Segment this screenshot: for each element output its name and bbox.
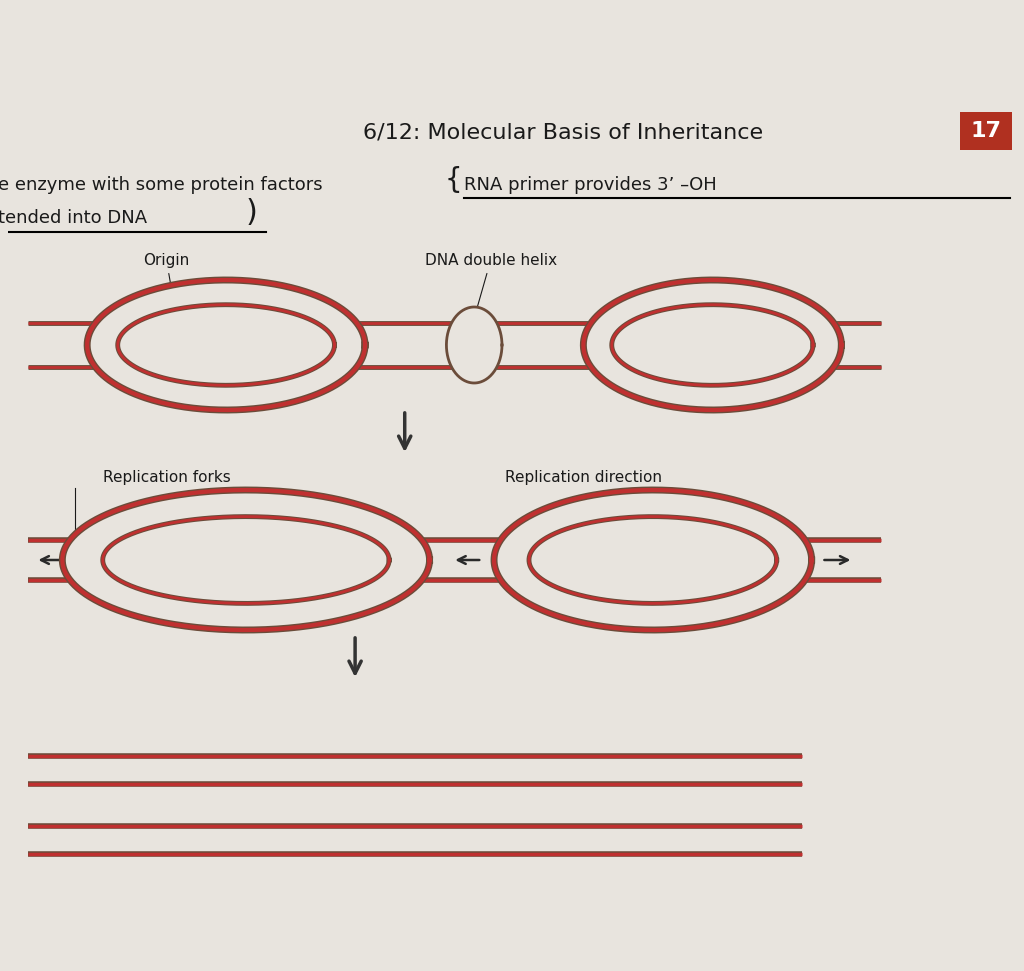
Text: DNA double helix: DNA double helix xyxy=(425,253,557,316)
Text: {: { xyxy=(444,166,462,194)
Polygon shape xyxy=(494,490,812,630)
Text: Origin: Origin xyxy=(143,253,189,316)
Text: tended into DNA: tended into DNA xyxy=(0,209,147,227)
Polygon shape xyxy=(529,517,776,603)
Text: 17: 17 xyxy=(971,121,1001,141)
FancyBboxPatch shape xyxy=(961,112,1012,150)
Polygon shape xyxy=(611,305,813,385)
Text: Replication forks: Replication forks xyxy=(102,470,230,485)
Polygon shape xyxy=(584,280,842,410)
Text: Replication direction: Replication direction xyxy=(505,470,662,485)
Polygon shape xyxy=(62,490,429,630)
Text: 6/12: Molecular Basis of Inheritance: 6/12: Molecular Basis of Inheritance xyxy=(364,122,764,142)
Text: RNA primer provides 3’ –OH: RNA primer provides 3’ –OH xyxy=(464,176,717,194)
Polygon shape xyxy=(87,280,365,410)
Polygon shape xyxy=(446,307,502,383)
Text: e enzyme with some protein factors: e enzyme with some protein factors xyxy=(0,176,323,194)
Polygon shape xyxy=(102,517,389,603)
Text: ): ) xyxy=(246,197,258,226)
Polygon shape xyxy=(118,305,335,385)
